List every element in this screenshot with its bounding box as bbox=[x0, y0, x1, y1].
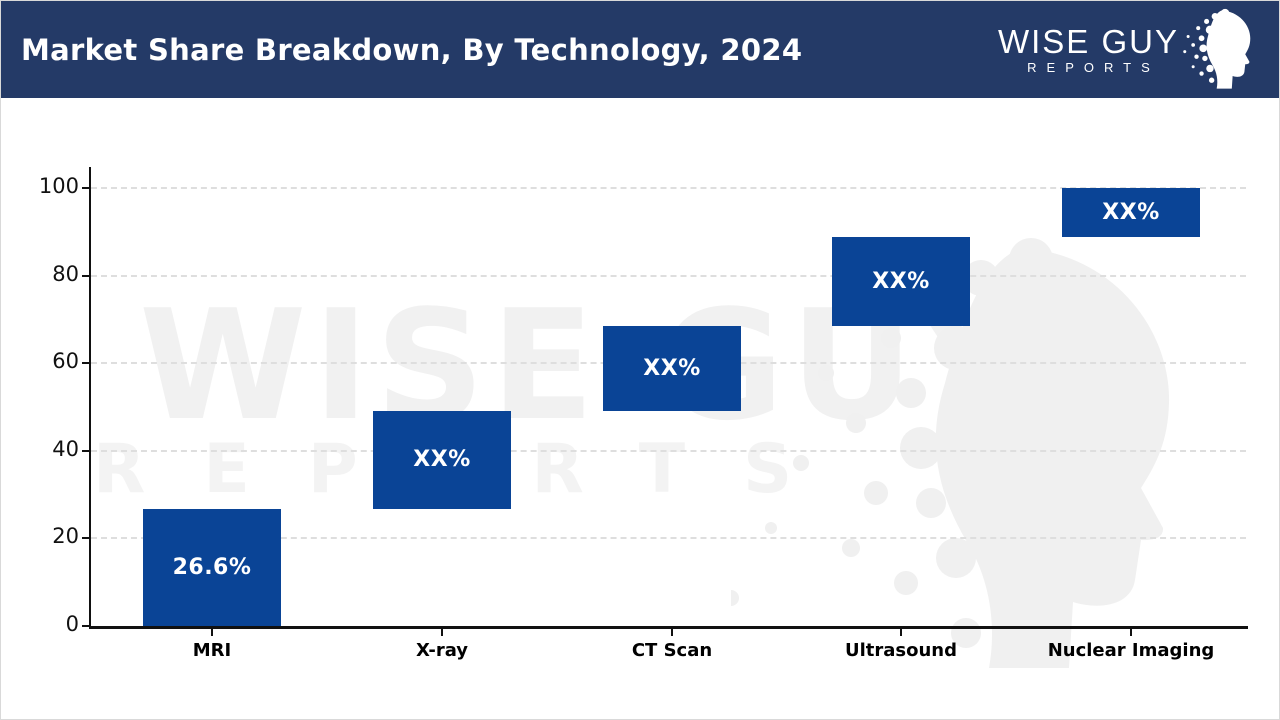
gridline bbox=[91, 274, 1246, 277]
bar-value-label: XX% bbox=[872, 268, 930, 294]
x-tick-mark bbox=[1130, 629, 1132, 636]
x-tick-label: Nuclear Imaging bbox=[1047, 640, 1215, 661]
bar: XX% bbox=[832, 237, 970, 326]
y-axis-spine bbox=[89, 167, 91, 628]
y-tick-mark bbox=[82, 537, 91, 540]
x-tick-label: CT Scan bbox=[631, 640, 713, 661]
y-tick-mark bbox=[82, 362, 91, 365]
y-tick-label: 80 bbox=[52, 261, 79, 286]
x-axis-spine bbox=[89, 626, 1248, 629]
bar-value-label: XX% bbox=[1102, 200, 1160, 226]
bar: 26.6% bbox=[143, 509, 281, 626]
x-tick-mark bbox=[211, 629, 213, 636]
x-tick-mark bbox=[671, 629, 673, 636]
watermark-face-icon bbox=[731, 238, 1170, 668]
y-tick-mark bbox=[82, 274, 91, 277]
y-tick-label: 20 bbox=[52, 524, 79, 549]
bar: XX% bbox=[373, 410, 511, 510]
gridline bbox=[91, 537, 1246, 540]
y-tick-label: 40 bbox=[52, 436, 79, 461]
bar-value-label: 26.6% bbox=[172, 555, 252, 581]
y-tick-mark bbox=[82, 625, 91, 627]
x-tick-label: Ultrasound bbox=[844, 640, 957, 661]
logo-subtext: REPORTS bbox=[1027, 60, 1160, 75]
y-tick-label: 60 bbox=[52, 349, 79, 374]
x-tick-mark bbox=[441, 629, 443, 636]
bar: XX% bbox=[603, 325, 741, 411]
header: Market Share Breakdown, By Technology, 2… bbox=[1, 1, 1279, 98]
y-tick-mark bbox=[82, 449, 91, 452]
bar: XX% bbox=[1062, 188, 1200, 238]
x-tick-mark bbox=[900, 629, 902, 636]
logo-face-icon bbox=[1183, 8, 1251, 89]
y-tick-mark bbox=[82, 187, 91, 189]
chart-area: WISE GUY REPORTS 02040608010026.6%MRIXX%… bbox=[1, 98, 1279, 719]
gridline bbox=[91, 187, 1246, 189]
bar-value-label: XX% bbox=[413, 447, 471, 473]
y-tick-label: 0 bbox=[65, 612, 79, 636]
y-tick-label: 100 bbox=[38, 174, 79, 198]
x-tick-label: MRI bbox=[192, 640, 232, 661]
gridline bbox=[91, 449, 1246, 452]
x-tick-label: X-ray bbox=[415, 640, 469, 661]
wise-guy-logo: WISE GUY REPORTS bbox=[998, 7, 1257, 93]
logo-wordmark: WISE GUY bbox=[997, 23, 1179, 60]
page-title: Market Share Breakdown, By Technology, 2… bbox=[21, 32, 803, 67]
bar-value-label: XX% bbox=[643, 355, 701, 381]
